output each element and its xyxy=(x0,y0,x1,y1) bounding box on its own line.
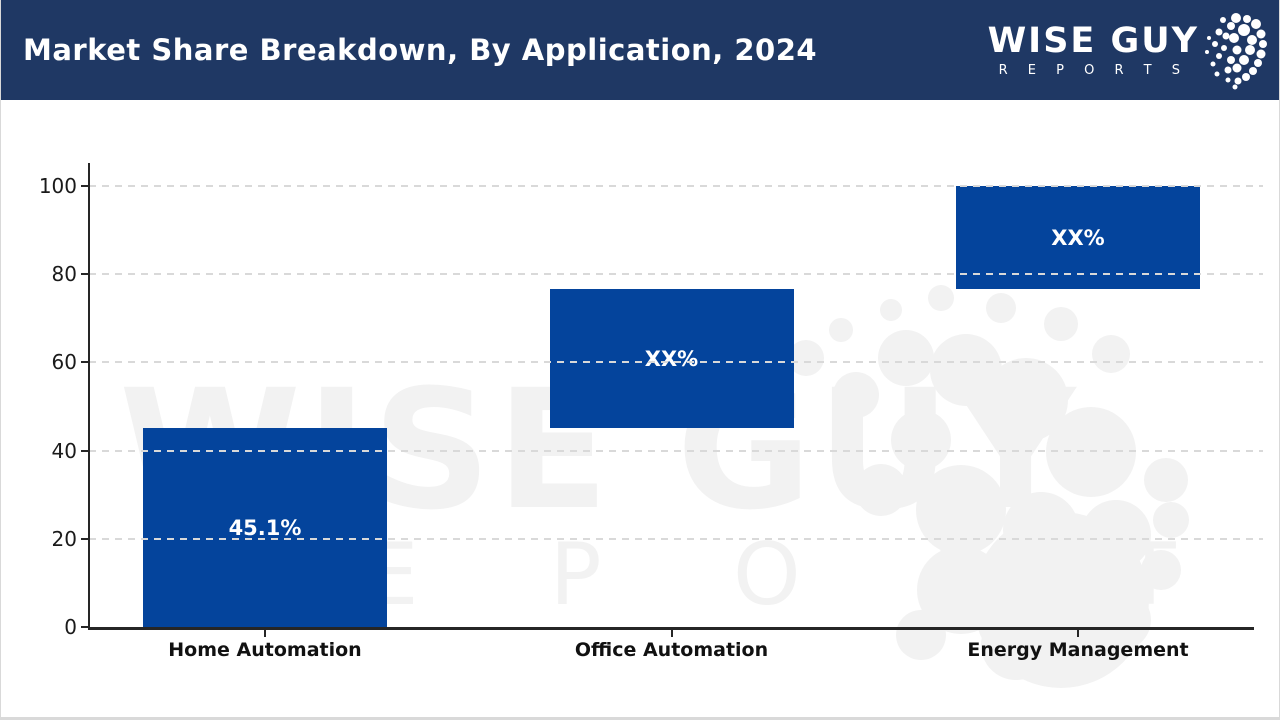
bar-segment: XX% xyxy=(956,186,1200,290)
gridline xyxy=(89,449,1263,452)
logo-name-text: WISE GUY xyxy=(987,20,1199,61)
y-tick-label: 60 xyxy=(51,350,77,375)
plot-area: WISE GUY R E P O R T S 45.1%XX%XX%020406… xyxy=(1,100,1279,717)
bar-value-label: 45.1% xyxy=(228,515,302,540)
y-tick-label: 100 xyxy=(38,174,77,198)
y-tick-label: 0 xyxy=(64,615,77,639)
y-tick-label: 80 xyxy=(51,262,77,287)
y-tick-mark xyxy=(81,361,89,364)
bar-value-label: XX% xyxy=(644,346,699,371)
bar-value-label: XX% xyxy=(1051,225,1105,250)
gridline xyxy=(89,273,1263,276)
chart-title: Market Share Breakdown, By Application, … xyxy=(23,33,818,67)
y-tick-label: 40 xyxy=(51,438,77,463)
logo-wordmark: WISE GUY R E P O R T S xyxy=(987,20,1199,78)
y-tick-mark xyxy=(81,273,89,276)
category-label: Home Automation xyxy=(168,639,362,661)
wiseguy-logo: WISE GUY R E P O R T S xyxy=(988,9,1267,91)
header: Market Share Breakdown, By Application, … xyxy=(1,0,1279,100)
y-tick-mark xyxy=(81,449,89,452)
x-axis-line xyxy=(88,627,1254,630)
gridline xyxy=(89,361,1263,364)
y-tick-mark xyxy=(81,537,89,540)
logo-subtitle-text: R E P O R T S xyxy=(998,62,1188,78)
y-tick-mark xyxy=(81,185,89,187)
y-tick-mark xyxy=(81,626,89,628)
gridline xyxy=(89,537,1263,540)
logo-head-icon xyxy=(1205,13,1267,90)
x-tick-mark xyxy=(670,629,673,637)
category-label: Office Automation xyxy=(574,639,769,661)
bar-segment: XX% xyxy=(549,289,794,429)
bar-segment: 45.1% xyxy=(143,428,387,627)
category-label: Energy Management xyxy=(967,639,1189,661)
y-tick-label: 20 xyxy=(51,526,77,551)
gridline xyxy=(89,185,1263,187)
x-tick-mark xyxy=(1077,629,1079,637)
x-tick-mark xyxy=(264,629,266,637)
y-axis-line xyxy=(88,163,90,629)
